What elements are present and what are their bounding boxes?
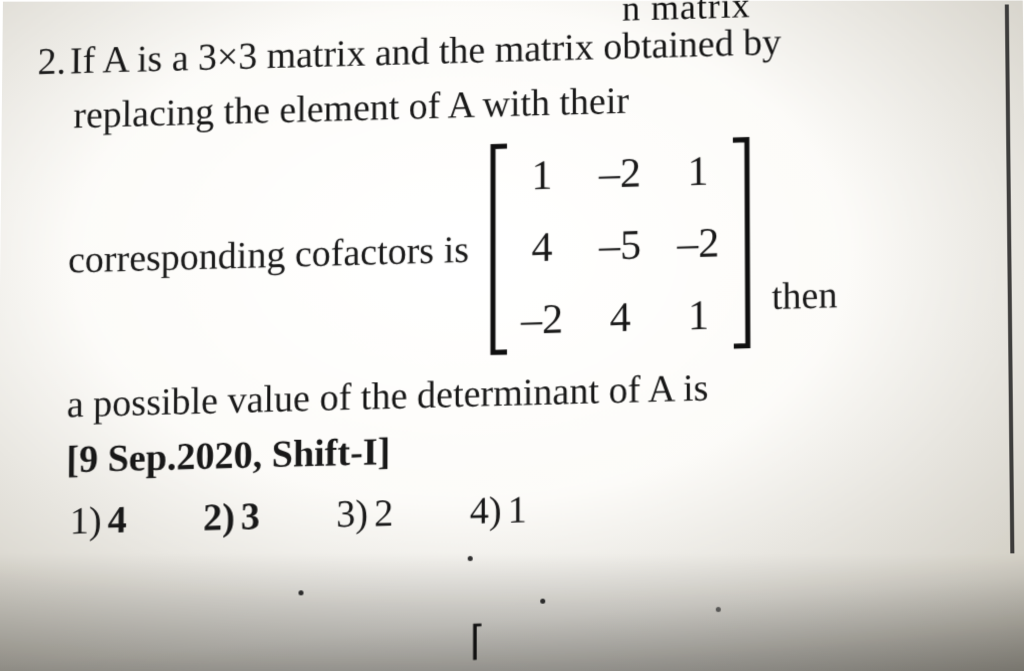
bracket-right-icon [729, 136, 754, 351]
print-speck [298, 590, 303, 595]
option-value: 2 [374, 492, 393, 535]
bracket-left-icon [487, 142, 511, 357]
cofactor-label: corresponding cofactors is [68, 223, 469, 289]
option-value: 1 [508, 489, 527, 532]
matrix-cell: 1 [682, 151, 714, 194]
page-edge-fragment: ⌈ [470, 612, 486, 671]
then-word: then [772, 268, 838, 349]
option-value: 3 [241, 496, 260, 539]
question-block: 2. If A is a 3×3 matrix and the matrix o… [9, 10, 1000, 552]
matrix-cell: –5 [599, 225, 641, 268]
option-4[interactable]: 4)1 [470, 483, 527, 540]
option-3[interactable]: 3)2 [336, 486, 393, 543]
question-number: 2. [6, 35, 66, 91]
option-label: 4) [470, 490, 502, 533]
option-label: 2) [203, 497, 235, 540]
page-curl-shadow [0, 553, 1024, 671]
option-label: 3) [336, 493, 368, 536]
print-speck [716, 607, 721, 612]
matrix-cell: 1 [682, 295, 714, 338]
page: n matrix 2. If A is a 3×3 matrix and the… [0, 1, 1024, 671]
matrix-cell: 4 [604, 297, 636, 340]
option-1[interactable]: 1)4 [70, 493, 127, 550]
matrix-cell: –2 [521, 299, 563, 342]
page-margin-rule [1005, 4, 1015, 553]
print-speck [468, 556, 473, 561]
question-body: If A is a 3×3 matrix and the matrix obta… [66, 10, 1000, 551]
matrix-cell: 1 [526, 155, 558, 198]
option-value: 4 [107, 499, 126, 542]
cofactor-matrix: 1 –2 1 4 –5 –2 –2 4 1 [487, 136, 754, 357]
option-2[interactable]: 2)3 [203, 490, 260, 547]
matrix-cell: –2 [599, 153, 641, 196]
matrix-grid: 1 –2 1 4 –5 –2 –2 4 1 [511, 136, 730, 356]
option-label: 1) [70, 500, 102, 543]
print-speck [540, 599, 545, 604]
cofactor-row: corresponding cofactors is 1 –2 1 4 –5 –… [67, 129, 998, 368]
matrix-cell: 4 [526, 227, 558, 270]
matrix-cell: –2 [677, 222, 719, 265]
